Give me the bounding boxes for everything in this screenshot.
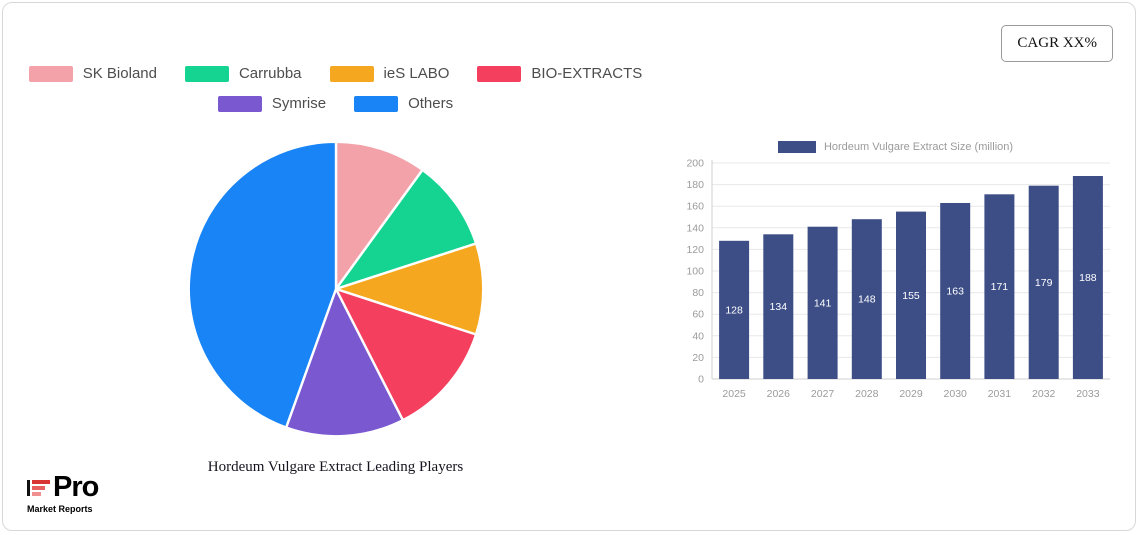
legend-swatch-sk-bioland xyxy=(28,65,73,82)
pie-chart-title: Hordeum Vulgare Extract Leading Players xyxy=(207,459,464,475)
legend-label: BIO-EXTRACTS xyxy=(531,65,643,82)
pie-slice-ies-labo[interactable] xyxy=(334,242,484,336)
bar-legend-label: Hordeum Vulgare Extract Size (million) xyxy=(823,141,1014,153)
bar-value-label: 141 xyxy=(813,297,831,309)
legend-swatch-carrubba xyxy=(184,65,229,82)
bar-chart-section: Hordeum Vulgare Extract Size (million) 0… xyxy=(668,3,1123,476)
legend-item-bio-extracts[interactable]: BIO-EXTRACTS xyxy=(477,65,642,82)
x-axis-tick: 2031 xyxy=(987,388,1011,400)
legend-label: Symrise xyxy=(271,95,327,112)
logo-subtitle: Market Reports xyxy=(27,504,93,514)
bar-value-label: 128 xyxy=(725,304,743,316)
legend-item-sk-bioland[interactable]: SK Bioland xyxy=(28,65,157,82)
bar-value-label: 171 xyxy=(990,281,1008,293)
bar-2030[interactable] xyxy=(939,203,970,379)
y-axis-tick: 20 xyxy=(692,352,704,364)
y-axis-tick: 0 xyxy=(698,374,704,386)
legend-label: Others xyxy=(408,95,454,112)
pie-slice-carrubba[interactable] xyxy=(334,168,477,291)
legend-item-symrise[interactable]: Symrise xyxy=(217,95,327,112)
bar-legend[interactable]: Hordeum Vulgare Extract Size (million) xyxy=(777,141,1014,153)
bar-value-label: 148 xyxy=(858,294,876,306)
bar-2026[interactable] xyxy=(762,234,793,379)
pie-chart-section: SK Bioland Carrubba ieS LABO BIO-EXTRACTS S… xyxy=(3,3,668,476)
pie-slice-sk-bioland[interactable] xyxy=(334,140,424,291)
y-axis-tick: 80 xyxy=(692,287,704,299)
logo-name: Pro xyxy=(53,471,99,503)
pie-slice-symrise[interactable] xyxy=(284,287,404,438)
bar-value-label: 163 xyxy=(946,286,964,298)
legend-label: SK Bioland xyxy=(82,65,157,82)
legend-label: ieS LABO xyxy=(383,65,450,82)
pie-svg xyxy=(187,140,484,438)
bar-legend-swatch xyxy=(777,141,816,153)
cagr-button[interactable]: CAGR XX% xyxy=(1001,25,1113,62)
legend-swatch-symrise xyxy=(217,95,262,112)
logo-icon xyxy=(27,479,50,496)
y-axis-tick: 160 xyxy=(686,201,704,213)
bar-2033[interactable] xyxy=(1072,176,1103,379)
pie-slice-bio-extracts[interactable] xyxy=(334,287,477,422)
x-axis-tick: 2026 xyxy=(766,388,790,400)
pie-slice-others[interactable] xyxy=(187,140,337,429)
bar-2025[interactable] xyxy=(718,240,749,379)
legend-swatch-bio-extracts xyxy=(477,65,522,82)
pie-legend-row-2: Symrise Others xyxy=(29,95,643,112)
bar-2032[interactable] xyxy=(1028,185,1059,379)
charts-row: SK Bioland Carrubba ieS LABO BIO-EXTRACTS S… xyxy=(3,3,1135,476)
y-axis-tick: 120 xyxy=(686,244,704,256)
x-axis-tick: 2033 xyxy=(1076,388,1100,400)
bar-value-label: 179 xyxy=(1034,277,1052,289)
pie-legend-row-1: SK Bioland Carrubba ieS LABO BIO-EXTRACTS xyxy=(28,65,642,82)
y-axis-tick: 180 xyxy=(686,179,704,191)
legend-item-ies-labo[interactable]: ieS LABO xyxy=(329,65,450,82)
y-axis-tick: 100 xyxy=(686,266,704,278)
bar-2031[interactable] xyxy=(983,194,1014,379)
y-axis-tick: 40 xyxy=(692,330,704,342)
pie-legend: SK Bioland Carrubba ieS LABO BIO-EXTRACTS S… xyxy=(28,65,643,125)
x-axis-tick: 2028 xyxy=(855,388,879,400)
pie-chart xyxy=(182,135,490,443)
legend-item-carrubba[interactable]: Carrubba xyxy=(184,65,302,82)
x-axis-tick: 2027 xyxy=(810,388,834,400)
y-axis-tick: 200 xyxy=(686,158,704,170)
x-axis-tick: 2030 xyxy=(943,388,967,400)
bar-value-label: 155 xyxy=(902,290,920,302)
legend-swatch-ies-labo xyxy=(329,65,374,82)
legend-label: Carrubba xyxy=(238,65,302,82)
logo: Pro Market Reports xyxy=(27,471,99,514)
bar-2027[interactable] xyxy=(807,226,838,379)
bar-value-label: 134 xyxy=(769,301,787,313)
bar-value-label: 188 xyxy=(1079,272,1097,284)
x-axis-tick: 2029 xyxy=(899,388,923,400)
legend-item-others[interactable]: Others xyxy=(354,95,453,112)
bar-chart: 0 20 40 60 80 100 120 140 160 180 200 128 2025 134 202… xyxy=(686,158,1110,400)
y-axis-tick: 60 xyxy=(692,309,704,321)
legend-swatch-others xyxy=(354,95,399,112)
x-axis-tick: 2032 xyxy=(1032,388,1056,400)
y-axis-tick: 140 xyxy=(686,222,704,234)
x-axis-tick: 2025 xyxy=(722,388,746,400)
bar-2029[interactable] xyxy=(895,211,926,379)
bar-2028[interactable] xyxy=(851,219,882,379)
